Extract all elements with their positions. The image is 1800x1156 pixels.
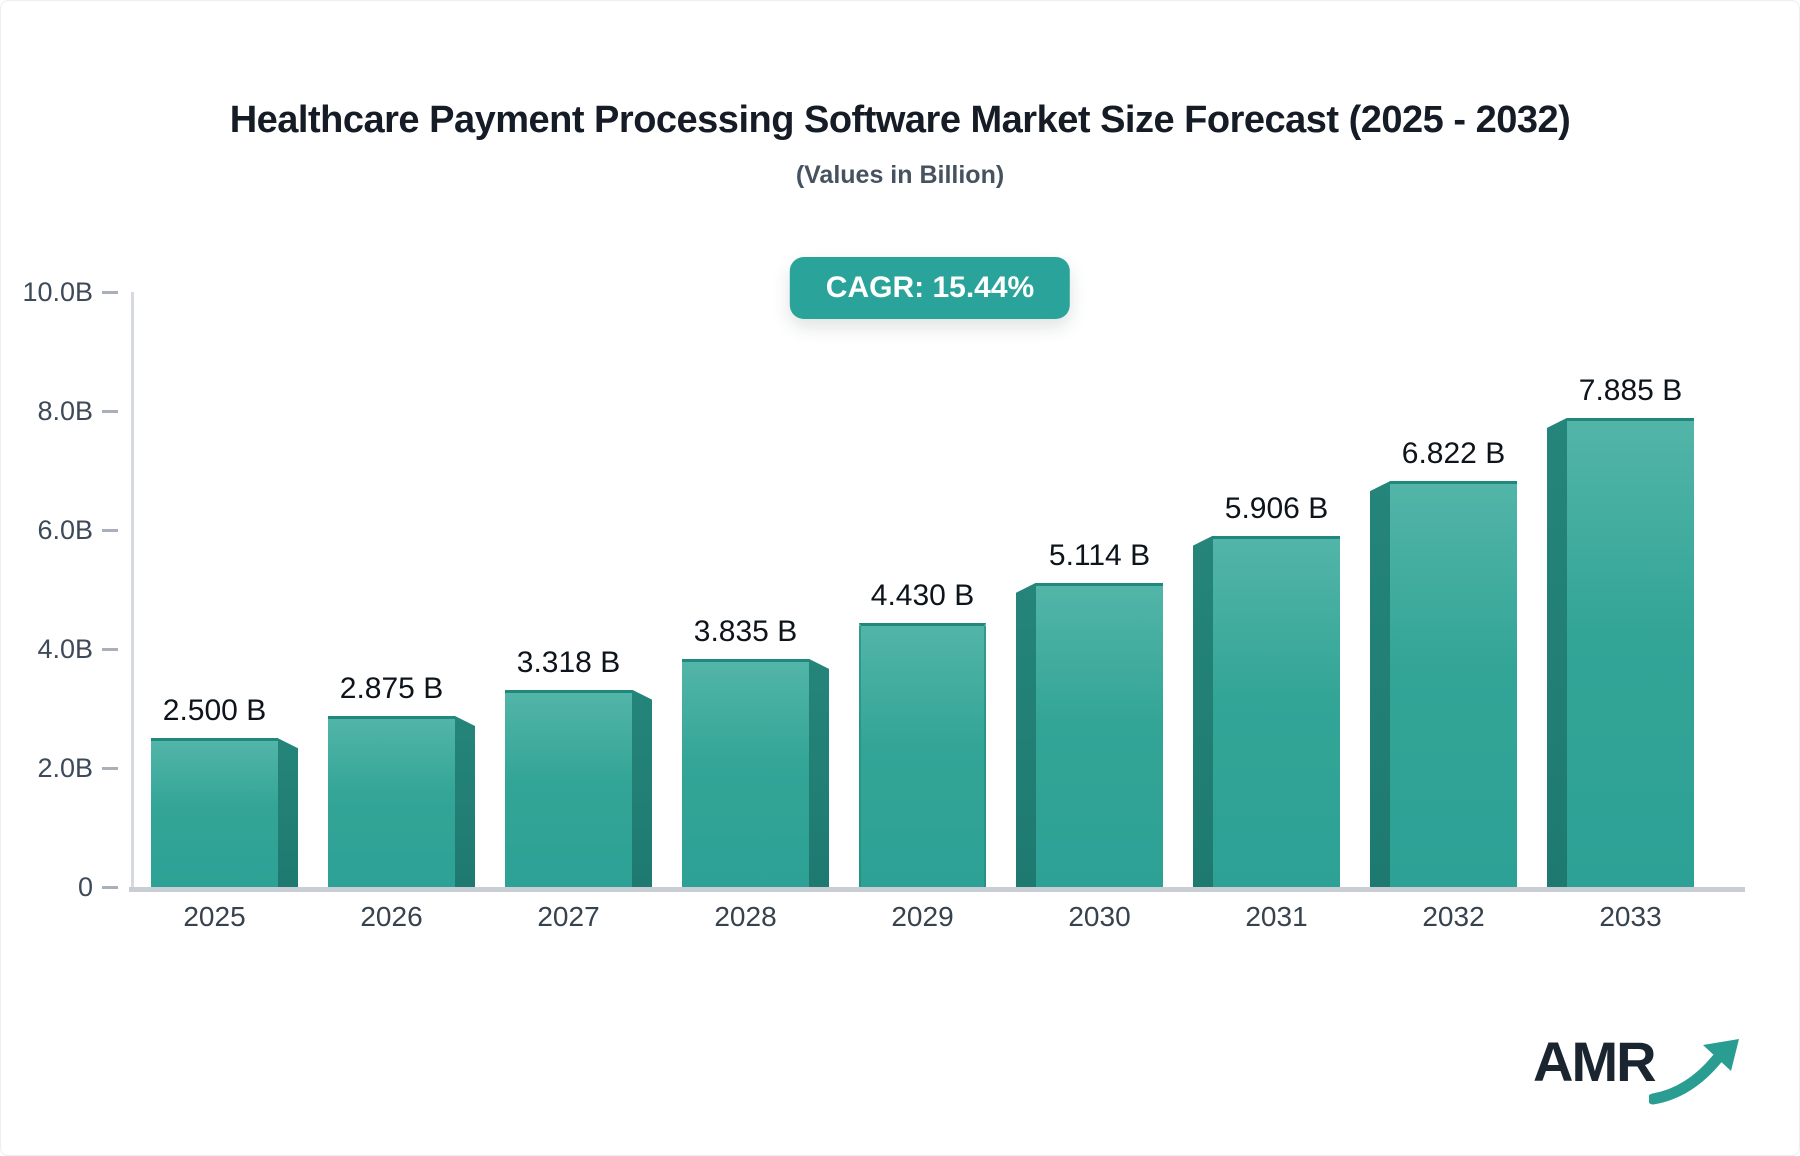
x-tick-label-2025: 2025 — [183, 901, 246, 932]
amr-logo-text: AMR — [1533, 1030, 1657, 1093]
bar-2031 — [1213, 535, 1340, 887]
y-axis-line — [131, 292, 134, 892]
chart-subtitle: (Values in Billion) — [795, 161, 1005, 189]
y-tick-dash — [102, 648, 118, 651]
bar-2032 — [1390, 481, 1517, 887]
y-tick-label: 4.0B — [37, 634, 93, 664]
y-tick-dash — [102, 886, 118, 889]
bar-2026 — [328, 715, 455, 887]
bar-2029 — [859, 623, 986, 887]
bar-side-2028 — [809, 658, 829, 887]
x-tick-label-2026: 2026 — [360, 901, 423, 932]
bar-value-label-2032: 6.822 B — [1401, 437, 1506, 471]
y-tick-label: 6.0B — [37, 515, 93, 545]
bar-2028 — [682, 658, 809, 887]
cagr-badge: CAGR: 15.44% — [789, 257, 1071, 319]
y-tick-label: 0 — [77, 872, 93, 902]
bar-value-label-2033: 7.885 B — [1578, 373, 1683, 407]
y-tick-label: 2.0B — [37, 753, 93, 783]
x-tick-label-2029: 2029 — [891, 901, 954, 932]
x-axis-line — [129, 887, 1745, 892]
x-tick-label-2033: 2033 — [1599, 901, 1662, 932]
y-tick-dash — [102, 529, 118, 532]
x-tick-label-2032: 2032 — [1422, 901, 1485, 932]
bar-side-2027 — [632, 689, 652, 887]
bar-value-label-2025: 2.500 B — [162, 694, 267, 728]
bar-side-2033 — [1547, 417, 1567, 887]
bar-side-2031 — [1193, 535, 1213, 887]
bar-value-label-2028: 3.835 B — [693, 614, 798, 648]
bar-side-2026 — [455, 715, 475, 887]
y-tick-dash — [102, 410, 118, 413]
bar-side-2025 — [278, 738, 298, 887]
bar-2030 — [1036, 582, 1163, 887]
x-tick-label-2027: 2027 — [537, 901, 600, 932]
bar-2027 — [505, 689, 632, 887]
bar-side-2032 — [1370, 481, 1390, 887]
bar-2025 — [151, 738, 278, 887]
y-tick-dash — [102, 767, 118, 770]
y-tick-label: 8.0B — [37, 396, 93, 426]
bar-value-label-2027: 3.318 B — [516, 645, 621, 679]
y-tick-dash — [102, 291, 118, 294]
bar-value-label-2026: 2.875 B — [339, 671, 444, 705]
bar-2033 — [1567, 417, 1694, 887]
growth-arrow-icon — [1648, 1039, 1739, 1105]
y-tick-label: 10.0B — [22, 277, 93, 307]
bar-value-label-2029: 4.430 B — [870, 579, 975, 613]
x-tick-label-2028: 2028 — [714, 901, 777, 932]
bar-side-2030 — [1016, 582, 1036, 887]
x-tick-label-2031: 2031 — [1245, 901, 1308, 932]
amr-logo: AMR — [1533, 1031, 1741, 1105]
bar-value-label-2031: 5.906 B — [1224, 491, 1329, 525]
bar-value-label-2030: 5.114 B — [1048, 538, 1151, 572]
x-tick-label-2030: 2030 — [1068, 901, 1131, 932]
chart-title: Healthcare Payment Processing Software M… — [229, 99, 1571, 141]
